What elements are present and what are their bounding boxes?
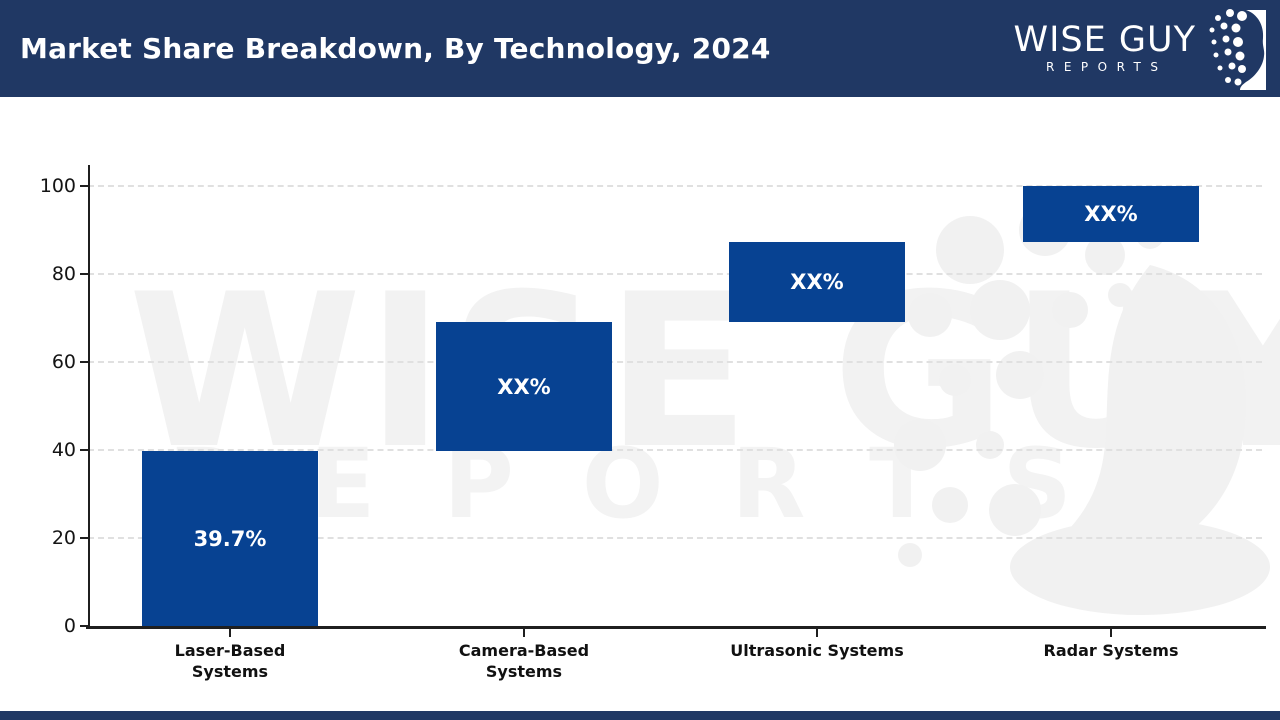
bar-value-label: 39.7% [193, 526, 267, 551]
gridline [88, 449, 1262, 451]
x-axis-tick [229, 629, 231, 637]
bar-segment: XX% [436, 321, 612, 452]
y-axis-line [88, 165, 90, 629]
y-axis-tick [80, 449, 88, 451]
brand-logo: WISE GUY REPORTS [1013, 6, 1266, 90]
brand-dotted-head-icon [1209, 9, 1266, 90]
bar-value-label: XX% [1084, 201, 1138, 226]
x-axis-tick [816, 629, 818, 637]
x-axis-line [86, 626, 1266, 629]
x-axis-tick [1110, 629, 1112, 637]
watermark-dotted-head-icon [894, 204, 1270, 615]
x-axis-category-label: Ultrasonic Systems [730, 641, 904, 660]
gridline [88, 361, 1262, 363]
y-axis-tick [80, 185, 88, 187]
y-axis-tick-label: 60 [51, 351, 76, 373]
y-axis-tick [80, 537, 88, 539]
y-axis-tick-label: 100 [39, 175, 76, 197]
bar-segment: XX% [729, 241, 905, 322]
brand-name: WISE GUY [1013, 19, 1196, 60]
y-axis-tick [80, 361, 88, 363]
page-title: Market Share Breakdown, By Technology, 2… [20, 32, 771, 65]
bar-segment: 39.7% [142, 451, 318, 626]
y-axis-tick-label: 40 [51, 439, 76, 461]
y-axis-tick [80, 625, 88, 627]
x-axis-category-label: Radar Systems [1043, 641, 1179, 660]
y-axis-tick [80, 273, 88, 275]
gridline [88, 273, 1262, 275]
gridline [88, 537, 1262, 539]
x-axis-category-label: Laser-Based Systems [174, 641, 286, 681]
bar-value-label: XX% [790, 269, 844, 294]
y-axis-tick-label: 80 [51, 263, 76, 285]
gridline [88, 185, 1262, 187]
brand-logo-text: WISE GUY REPORTS [1013, 19, 1196, 75]
watermark-text: WISE GUY [128, 248, 1280, 495]
x-axis-tick [523, 629, 525, 637]
footer-bar [0, 711, 1280, 720]
header-bar: Market Share Breakdown, By Technology, 2… [0, 0, 1280, 97]
bar-segment: XX% [1023, 186, 1199, 242]
y-axis-tick-label: 0 [63, 615, 76, 637]
y-axis-tick-label: 20 [51, 527, 76, 549]
bar-value-label: XX% [497, 374, 551, 399]
x-axis-category-label: Camera-Based Systems [458, 641, 590, 681]
brand-subname: REPORTS [1045, 60, 1168, 75]
